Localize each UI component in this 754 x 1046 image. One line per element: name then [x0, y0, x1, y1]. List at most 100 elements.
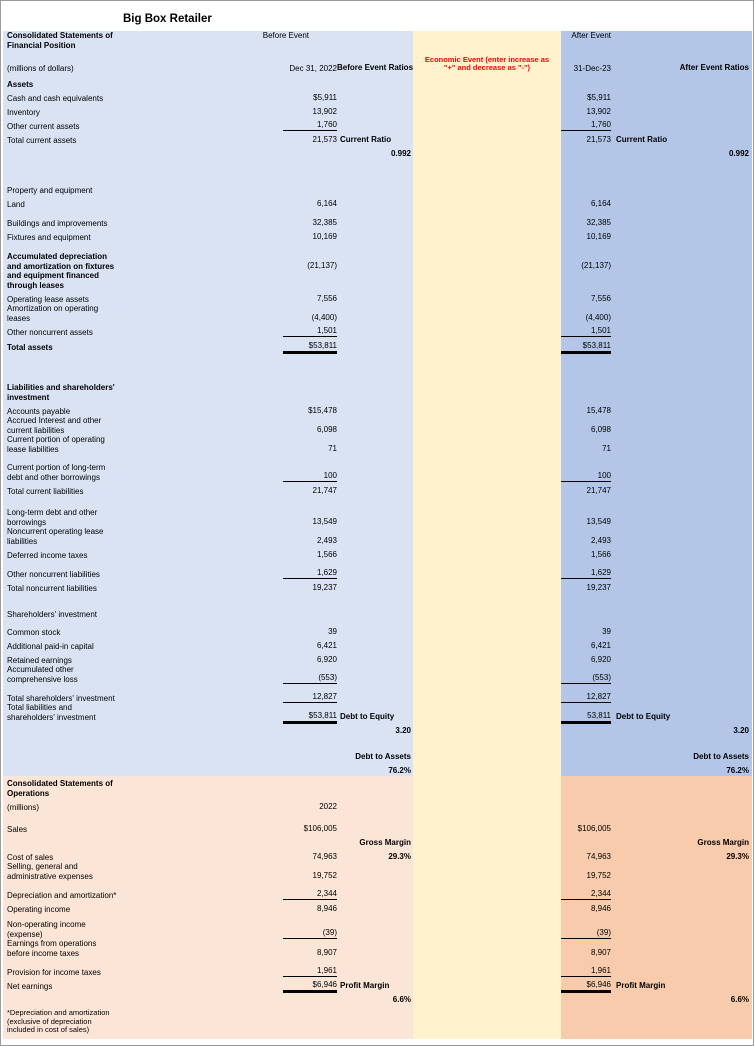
before-value-cell[interactable]: $53,811 [121, 711, 337, 722]
before-value-cell[interactable]: 1,760 [121, 120, 337, 131]
after-value-cell[interactable]: 21,747 [561, 486, 613, 496]
after-value-cell[interactable]: 19,237 [561, 583, 613, 593]
workbook-title[interactable]: Big Box Retailer [123, 13, 212, 25]
row-label-cell[interactable]: Other noncurrent liabilities [7, 569, 100, 579]
after-value-cell[interactable]: 6,098 [561, 425, 613, 435]
after-value-cell[interactable]: 6,421 [561, 641, 613, 651]
row-label-cell[interactable]: Buildings and improvements [7, 218, 108, 228]
after-ratio-cell[interactable]: Debt to Equity [616, 712, 671, 721]
before-value-cell[interactable]: $15,478 [121, 406, 337, 416]
after-value-cell[interactable]: 2,344 [561, 889, 613, 900]
after-value-cell[interactable]: 1,629 [561, 568, 613, 579]
after-ratios-header[interactable]: After Event Ratios [679, 63, 749, 72]
economic-event-input-column[interactable] [413, 31, 561, 1039]
before-value-cell[interactable]: 7,556 [121, 294, 337, 304]
before-ratio-cell[interactable]: 6.6% [392, 995, 411, 1004]
before-value-cell[interactable]: 6,920 [121, 655, 337, 665]
before-value-cell[interactable]: 12,827 [121, 692, 337, 703]
row-label-cell[interactable]: Cash and cash equivalents [7, 93, 104, 103]
after-value-cell[interactable]: 8,907 [561, 948, 613, 958]
row-label-cell[interactable]: (millions) [7, 802, 39, 812]
after-value-cell[interactable]: 1,501 [561, 326, 613, 337]
row-label-cell[interactable]: Fixtures and equipment [7, 232, 91, 242]
before-value-cell[interactable]: 32,385 [121, 218, 337, 228]
after-event-label[interactable]: After Event [571, 31, 611, 40]
row-label-cell[interactable]: Inventory [7, 107, 40, 117]
row-label-cell[interactable]: Assets [7, 79, 34, 89]
row-label-cell[interactable]: Noncurrent operating lease liabilities [7, 527, 104, 546]
row-label-cell[interactable]: Total current assets [7, 135, 77, 145]
row-label-cell[interactable]: Accumulated other comprehensive loss [7, 665, 78, 684]
after-value-cell[interactable]: $5,911 [561, 93, 613, 103]
after-value-cell[interactable]: 53,811 [561, 711, 613, 722]
row-label-cell[interactable]: Accumulated depreciation and amortizatio… [7, 252, 115, 290]
after-value-cell[interactable]: 8,946 [561, 904, 613, 914]
after-value-cell[interactable]: 1,760 [561, 120, 613, 131]
row-label-cell[interactable]: Net earnings [7, 981, 53, 991]
before-value-cell[interactable]: 74,963 [121, 852, 337, 862]
before-value-cell[interactable]: 6,098 [121, 425, 337, 435]
before-value-cell[interactable]: (553) [121, 673, 337, 684]
after-value-cell[interactable]: (553) [561, 673, 613, 684]
after-value-cell[interactable]: $106,005 [561, 824, 613, 834]
before-value-cell[interactable]: 6,164 [121, 199, 337, 209]
row-label-cell[interactable]: Long-term debt and other borrowings [7, 508, 98, 527]
row-label-cell[interactable]: *Depreciation and amortization (exclusiv… [7, 1008, 110, 1035]
before-value-cell[interactable]: 19,752 [121, 871, 337, 881]
after-value-cell[interactable]: 21,573 [561, 135, 613, 145]
row-label-cell[interactable]: Other noncurrent assets [7, 327, 93, 337]
before-ratio-cell[interactable]: Profit Margin [340, 981, 390, 990]
before-value-cell[interactable]: 13,549 [121, 517, 337, 527]
before-event-label[interactable]: Before Event [262, 31, 309, 40]
before-value-cell[interactable]: 21,573 [121, 135, 337, 145]
before-value-cell[interactable]: 1,501 [121, 326, 337, 337]
after-value-cell[interactable]: 100 [561, 471, 613, 482]
before-value-cell[interactable]: (39) [121, 928, 337, 939]
before-value-cell[interactable]: $5,911 [121, 93, 337, 103]
row-label-cell[interactable]: Current portion of operating lease liabi… [7, 435, 105, 454]
before-value-cell[interactable]: 39 [121, 627, 337, 637]
before-ratio-cell[interactable]: Debt to Assets [355, 752, 411, 761]
before-value-cell[interactable]: 8,946 [121, 904, 337, 914]
row-label-cell[interactable]: Operating income [7, 904, 71, 914]
after-ratio-cell[interactable]: Gross Margin [697, 838, 749, 847]
before-ratio-cell[interactable]: 3.20 [395, 726, 411, 735]
before-ratios-header[interactable]: Before Event Ratios [337, 63, 414, 72]
row-label-cell[interactable]: Common stock [7, 627, 61, 637]
after-ratio-cell[interactable]: 0.992 [728, 149, 749, 158]
after-ratio-cell[interactable]: 6.6% [730, 995, 749, 1004]
row-label-cell[interactable]: Selling, general and administrative expe… [7, 862, 93, 881]
after-value-cell[interactable]: (4,400) [561, 313, 613, 323]
after-value-cell[interactable]: 15,478 [561, 406, 613, 416]
after-value-cell[interactable]: 6,920 [561, 655, 613, 665]
row-label-cell[interactable]: Retained earnings [7, 655, 72, 665]
before-value-cell[interactable]: (4,400) [121, 313, 337, 323]
row-label-cell[interactable]: Non-operating income (expense) [7, 920, 86, 939]
row-label-cell[interactable]: Cost of sales [7, 852, 54, 862]
before-value-cell[interactable]: $53,811 [121, 341, 337, 352]
before-value-cell[interactable]: 1,566 [121, 550, 337, 560]
row-label-cell[interactable]: Additional paid-in capital [7, 641, 94, 651]
row-label-cell[interactable]: Operating lease assets [7, 294, 89, 304]
row-label-cell[interactable]: Consolidated Statements of Operations [7, 779, 113, 798]
row-label-cell[interactable]: Current portion of long-term debt and ot… [7, 463, 106, 482]
after-value-cell[interactable]: $53,811 [561, 341, 613, 352]
before-value-cell[interactable]: $106,005 [121, 824, 337, 834]
row-label-cell[interactable]: Liabilities and shareholders' investment [7, 383, 115, 402]
after-ratio-cell[interactable]: Profit Margin [616, 981, 666, 990]
row-label-cell[interactable]: Deferred income taxes [7, 550, 88, 560]
before-ratio-cell[interactable]: 0.992 [390, 149, 411, 158]
row-label-cell[interactable]: Depreciation and amortization* [7, 890, 117, 900]
before-value-cell[interactable]: 2,493 [121, 536, 337, 546]
row-label-cell[interactable]: Provision for income taxes [7, 967, 101, 977]
row-label-cell[interactable]: Amortization on operating leases [7, 304, 99, 323]
before-ratio-cell[interactable]: Gross Margin [359, 838, 411, 847]
after-ratio-cell[interactable]: 29.3% [726, 852, 749, 861]
row-label-cell[interactable]: Land [7, 199, 25, 209]
row-label-cell[interactable]: Total assets [7, 342, 53, 352]
units-label[interactable]: (millions of dollars) [7, 63, 74, 73]
after-value-cell[interactable]: $6,946 [561, 980, 613, 991]
before-value-cell[interactable]: 100 [121, 471, 337, 482]
after-value-cell[interactable]: 1,961 [561, 966, 613, 977]
before-value-cell[interactable]: 13,902 [121, 107, 337, 117]
